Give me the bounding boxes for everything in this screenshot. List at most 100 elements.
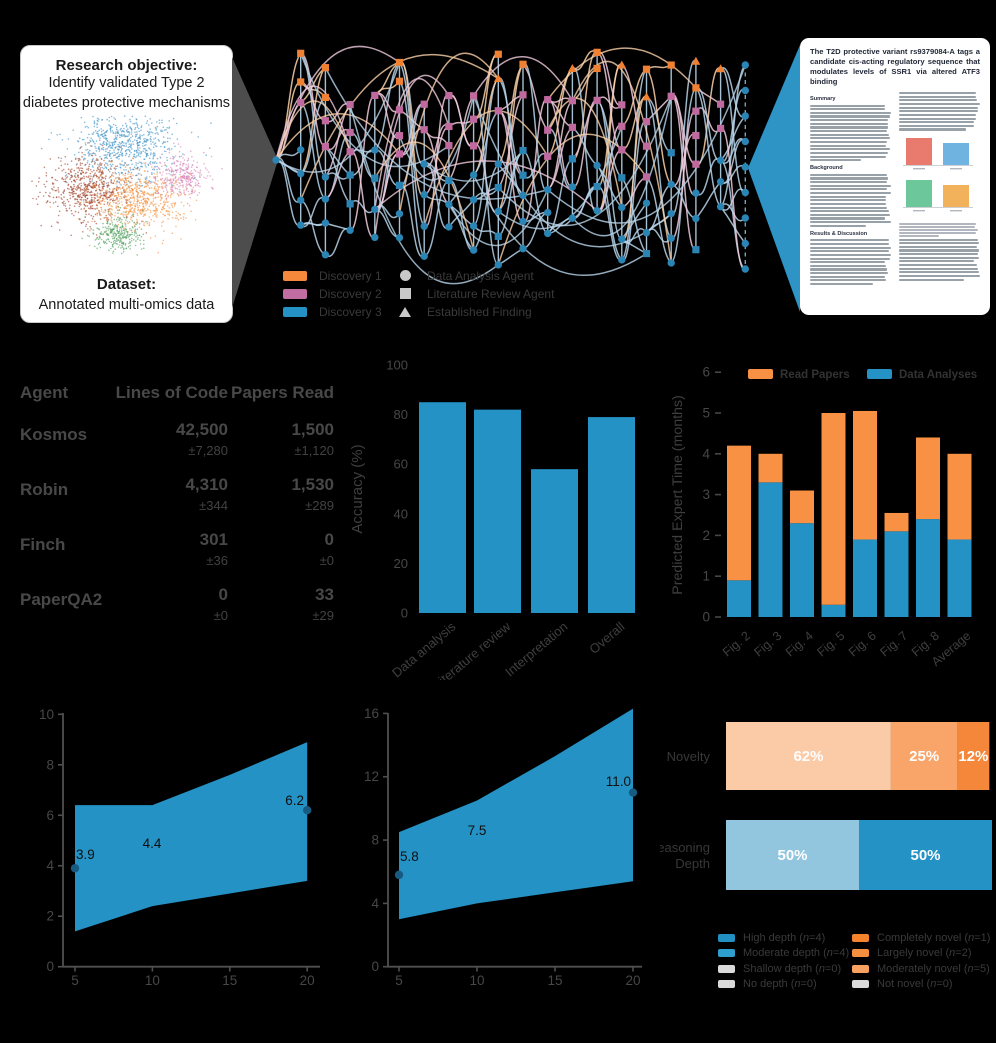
table-row-robin: Robin 4,310 ±344 1,530 ±289 bbox=[20, 475, 334, 513]
body-text-line bbox=[810, 217, 886, 220]
legend-item-discovery-3: Discovery 3 bbox=[283, 304, 382, 319]
discovery-legend: Discovery 1 Discovery 2 Discovery 3 bbox=[283, 268, 382, 324]
svg-text:Fig. 7: Fig. 7 bbox=[877, 629, 910, 660]
table-row-kosmos: Kosmos 42,500 ±7,280 1,500 ±1,120 bbox=[20, 420, 334, 458]
body-text-line bbox=[898, 110, 978, 113]
body-text-line bbox=[898, 117, 976, 120]
table-header-row: Agent Lines of Code Papers Read bbox=[20, 383, 334, 403]
body-text-line bbox=[898, 124, 975, 127]
body-text-line bbox=[898, 128, 966, 131]
report-left-column: Summary Background Results & Discussion bbox=[810, 92, 892, 287]
discovery-3-label: Discovery 3 bbox=[319, 304, 382, 319]
data-analysis-agent-label: Data Analysis Agent bbox=[427, 268, 534, 283]
svg-text:80: 80 bbox=[394, 407, 408, 422]
body-text-line bbox=[810, 195, 887, 198]
body-text-line bbox=[898, 102, 980, 106]
svg-text:25%: 25% bbox=[909, 748, 939, 765]
literature-review-agent-icon bbox=[399, 288, 411, 299]
svg-text:40: 40 bbox=[394, 506, 408, 521]
agent-comparison-table: Agent Lines of Code Papers Read Kosmos 4… bbox=[20, 383, 334, 623]
col-header-lines-of-code: Lines of Code bbox=[115, 383, 228, 402]
research-objective-line1: Identify validated Type 2 bbox=[48, 75, 205, 91]
legend-label: No depth (n=0) bbox=[743, 978, 817, 991]
body-text-line bbox=[810, 224, 867, 227]
loc-error: ±7,280 bbox=[188, 443, 228, 458]
svg-text:Fig. 2: Fig. 2 bbox=[720, 629, 753, 660]
papers-value: 1,530 bbox=[291, 475, 334, 494]
papers-error: ±29 bbox=[312, 608, 334, 623]
svg-text:Fig. 5: Fig. 5 bbox=[814, 629, 847, 660]
svg-text:10: 10 bbox=[145, 973, 160, 988]
svg-text:12: 12 bbox=[364, 769, 379, 784]
loc-value: 301 bbox=[199, 530, 228, 549]
discovery-report-card: The T2D protective variant rs9379084-A t… bbox=[800, 38, 990, 315]
legend-item-literature-review-agent: Literature Review Agent bbox=[392, 287, 554, 301]
discovery-2-label: Discovery 2 bbox=[319, 286, 382, 301]
svg-text:Depth: Depth bbox=[675, 856, 710, 871]
body-text-line bbox=[810, 242, 890, 246]
svg-text:15: 15 bbox=[547, 973, 562, 988]
body-text-line bbox=[898, 106, 979, 109]
legend-swatch bbox=[852, 933, 869, 942]
body-text-line bbox=[898, 249, 979, 252]
discovery-2-swatch bbox=[283, 288, 307, 299]
legend-item: Completely novel (n=1) bbox=[852, 930, 996, 946]
svg-text:10: 10 bbox=[39, 707, 54, 722]
discovery-1-label: Discovery 1 bbox=[319, 268, 382, 283]
research-objective-line2: diabetes protective mechanisms bbox=[22, 94, 231, 111]
agent-shape-legend: Data Analysis Agent Literature Review Ag… bbox=[392, 268, 554, 324]
body-text-line bbox=[898, 263, 977, 267]
fan-chart-large: 5 10 15 20 0 4 8 12 16 5.8 7.5 11.0 bbox=[364, 706, 642, 988]
body-text-line bbox=[898, 245, 978, 248]
body-text-line bbox=[810, 213, 890, 216]
col-header-papers-read: Papers Read bbox=[231, 383, 334, 402]
legend-item: No depth (n=0) bbox=[718, 977, 852, 993]
body-text-line bbox=[898, 238, 978, 241]
svg-text:8: 8 bbox=[46, 757, 54, 772]
report-mini-figure bbox=[902, 138, 973, 212]
data-analysis-agent-icon bbox=[399, 270, 411, 281]
svg-text:5: 5 bbox=[71, 973, 79, 988]
body-text-line bbox=[810, 173, 887, 176]
body-text-line bbox=[810, 104, 886, 107]
legend-swatch bbox=[852, 949, 869, 958]
svg-text:8: 8 bbox=[371, 833, 379, 848]
svg-text:62%: 62% bbox=[793, 748, 823, 765]
svg-text:11.0: 11.0 bbox=[606, 774, 631, 789]
legend-item-discovery-1: Discovery 1 bbox=[283, 268, 382, 283]
body-text-line bbox=[898, 226, 975, 228]
discovery-3-swatch bbox=[283, 306, 307, 317]
legend-label: Moderate depth (n=4) bbox=[743, 947, 850, 960]
body-text-line bbox=[810, 155, 887, 158]
body-text-line bbox=[898, 99, 977, 102]
body-text-line bbox=[810, 239, 890, 242]
svg-text:3: 3 bbox=[702, 487, 710, 502]
body-text-line bbox=[898, 121, 975, 124]
svg-text:100: 100 bbox=[386, 358, 408, 373]
svg-text:5: 5 bbox=[702, 406, 710, 421]
body-text-line bbox=[810, 257, 891, 260]
body-text-line bbox=[810, 122, 888, 125]
body-text-line bbox=[810, 268, 888, 271]
body-text-line bbox=[810, 140, 887, 144]
loc-error: ±0 bbox=[213, 608, 228, 623]
body-text-line bbox=[898, 95, 977, 98]
body-text-line bbox=[810, 246, 892, 249]
body-text-line bbox=[810, 202, 886, 205]
svg-text:4.4: 4.4 bbox=[143, 836, 162, 851]
body-text-line bbox=[810, 115, 890, 118]
body-text-line bbox=[810, 210, 889, 213]
svg-text:Reasoning: Reasoning bbox=[660, 840, 710, 855]
legend-label: Not novel (n=0) bbox=[877, 978, 953, 991]
svg-text:5.8: 5.8 bbox=[400, 849, 419, 864]
novelty-depth-stacked-bars: 62% 25% 12% Novelty 50% 50% ReasoningDepth bbox=[660, 722, 992, 890]
svg-text:20: 20 bbox=[300, 973, 315, 988]
body-text-line bbox=[810, 199, 886, 202]
legend-swatch bbox=[852, 964, 869, 973]
body-text-line bbox=[810, 253, 891, 256]
body-text-line bbox=[810, 159, 861, 162]
body-text-line bbox=[898, 260, 975, 263]
legend-item-established-finding: Established Finding bbox=[392, 305, 554, 319]
legend-label: High depth (n=4) bbox=[743, 931, 826, 944]
papers-value: 1,500 bbox=[291, 420, 334, 439]
